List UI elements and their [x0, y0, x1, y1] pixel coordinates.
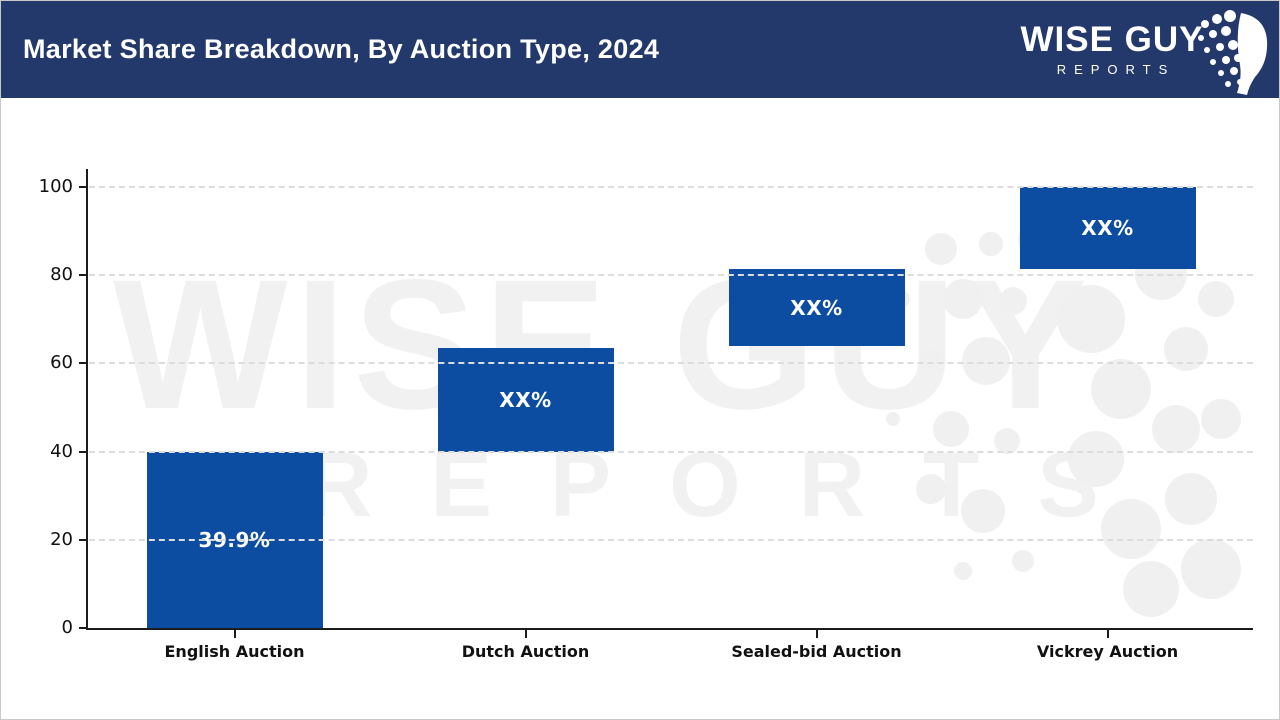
- y-tick-label-20: 20: [50, 528, 73, 550]
- x-label-4: Vickrey Auction: [1036, 642, 1179, 661]
- logo-face-icon: [1198, 10, 1268, 95]
- y-axis-line: [86, 169, 88, 630]
- y-tick-20: [79, 538, 88, 541]
- x-tick-2: [524, 630, 527, 638]
- logo-subtitle: REPORTS: [1056, 62, 1176, 77]
- bar-value-label: XX%: [790, 295, 843, 320]
- y-tick-40: [79, 450, 88, 453]
- bar-value-label: XX%: [1081, 216, 1134, 240]
- wise-guy-logo: WISE GUY REPORTS: [1017, 10, 1268, 95]
- y-tick-0: [79, 627, 88, 629]
- logo-wordmark: WISE GUY: [1020, 20, 1204, 59]
- gridline-y40: [89, 450, 1253, 453]
- gridline-y20: [89, 538, 1253, 541]
- bar-vickrey-auction: XX%: [1019, 187, 1196, 270]
- x-tick-3: [815, 630, 818, 638]
- chart-title: Market Share Breakdown, By Auction Type,…: [23, 34, 660, 64]
- watermark-face-dots: [886, 221, 1241, 617]
- bar-dutch-auction: XX%: [437, 347, 614, 453]
- y-tick-80: [79, 274, 88, 277]
- x-tick-4: [1106, 630, 1109, 638]
- gridline-y100: [89, 186, 1253, 188]
- gridline-y60: [89, 362, 1253, 365]
- header-banner: Market Share Breakdown, By Auction Type,…: [1, 1, 1279, 98]
- bar-value-label: XX%: [499, 387, 552, 412]
- y-tick-label-0: 0: [61, 617, 73, 638]
- x-label-3: Sealed-bid Auction: [731, 642, 902, 661]
- bar-sealed-bid-auction: XX%: [728, 269, 905, 346]
- x-tick-1: [233, 630, 236, 638]
- y-tick-label-60: 60: [50, 352, 73, 374]
- y-tick-label-40: 40: [50, 440, 73, 462]
- y-tick-60: [79, 362, 88, 365]
- x-label-1: English Auction: [164, 642, 305, 661]
- gridline-y80: [89, 274, 1253, 277]
- y-tick-label-80: 80: [50, 264, 73, 286]
- y-tick-label-100: 100: [38, 176, 73, 197]
- x-label-2: Dutch Auction: [461, 642, 590, 661]
- x-axis-line: [86, 628, 1253, 630]
- y-tick-100: [79, 186, 88, 188]
